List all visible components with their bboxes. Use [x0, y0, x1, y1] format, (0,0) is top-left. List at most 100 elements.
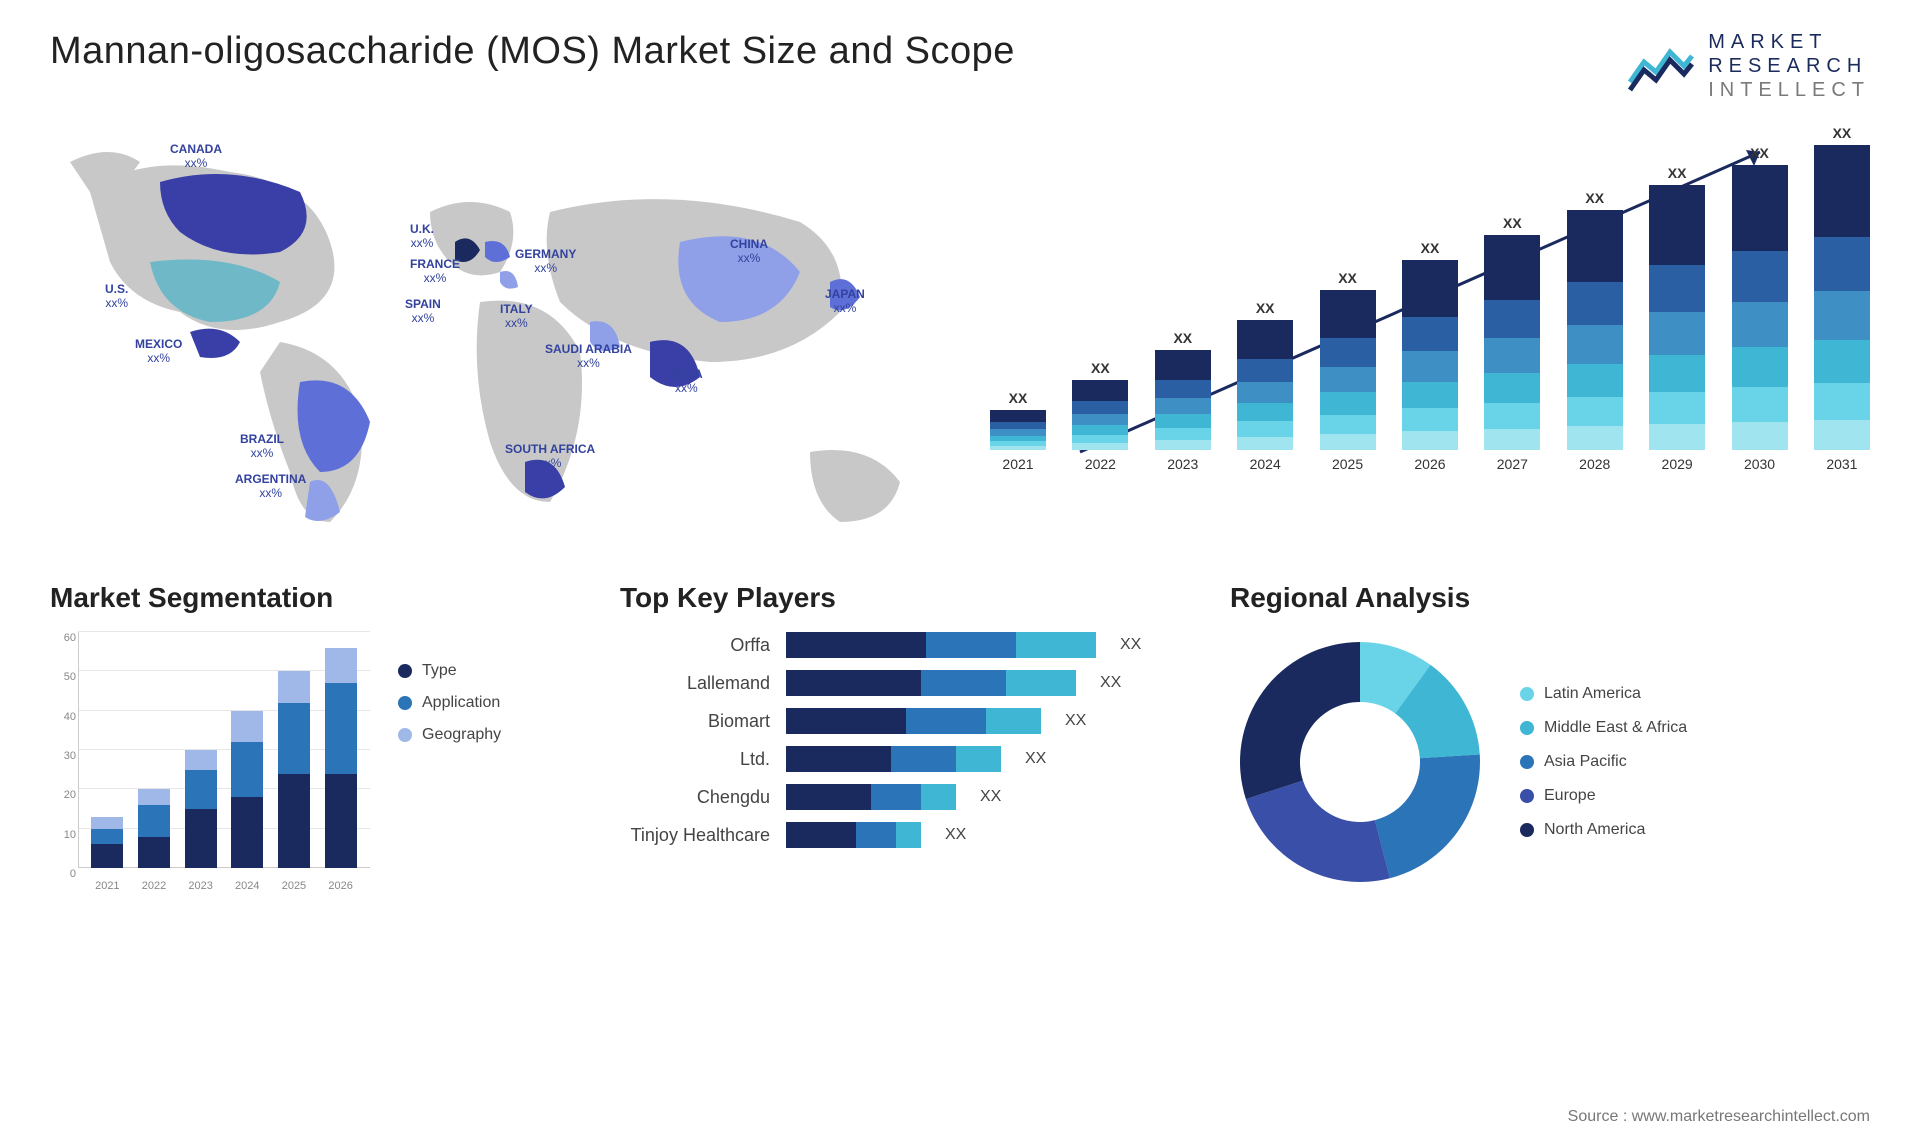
segmentation-panel: Market Segmentation 0102030405060 202120…: [50, 582, 570, 892]
growth-bar-year: 2027: [1497, 456, 1528, 472]
source-attribution: Source : www.marketresearchintellect.com: [1568, 1108, 1870, 1126]
growth-bar-label: XX: [1585, 190, 1604, 206]
growth-bar-year: 2028: [1579, 456, 1610, 472]
legend-label: Europe: [1544, 787, 1596, 805]
seg-bar: [231, 711, 263, 868]
player-value: XX: [1100, 674, 1121, 692]
legend-item: Type: [398, 662, 501, 680]
growth-bar: XX2031: [1814, 125, 1870, 472]
legend-dot-icon: [1520, 687, 1534, 701]
legend-label: North America: [1544, 821, 1645, 839]
player-value: XX: [1120, 636, 1141, 654]
player-name: Chengdu: [620, 787, 770, 808]
player-value: XX: [1025, 750, 1046, 768]
seg-xlabel: 2024: [235, 880, 259, 892]
growth-bar-label: XX: [1256, 300, 1275, 316]
legend-dot-icon: [1520, 789, 1534, 803]
player-bar: [786, 708, 1041, 734]
segmentation-legend: Type Application Geography: [398, 632, 501, 892]
page-title: Mannan-oligosaccharide (MOS) Market Size…: [50, 30, 1015, 73]
map-label: JAPANxx%: [825, 287, 865, 316]
player-row: Chengdu XX: [620, 784, 1180, 810]
map-label: CANADAxx%: [170, 142, 222, 171]
growth-bar-label: XX: [1503, 215, 1522, 231]
logo-icon: [1626, 38, 1696, 94]
map-label: CHINAxx%: [730, 237, 768, 266]
growth-bar-year: 2022: [1085, 456, 1116, 472]
legend-item: Asia Pacific: [1520, 753, 1687, 771]
growth-bar-label: XX: [1009, 390, 1028, 406]
growth-bar-label: XX: [1750, 145, 1769, 161]
player-row: Lallemand XX: [620, 670, 1180, 696]
growth-bar-label: XX: [1091, 360, 1110, 376]
growth-bar-year: 2021: [1002, 456, 1033, 472]
segmentation-title: Market Segmentation: [50, 582, 570, 614]
growth-bar: XX 2030: [1732, 145, 1788, 472]
seg-xlabel: 2023: [188, 880, 212, 892]
donut-slice: [1246, 781, 1390, 882]
map-label: U.K.xx%: [410, 222, 434, 251]
seg-bar: [138, 789, 170, 868]
player-bar: [786, 670, 1076, 696]
growth-bar-year: 2024: [1250, 456, 1281, 472]
seg-ytick: 60: [50, 632, 76, 644]
seg-ytick: 10: [50, 829, 76, 841]
growth-bar-label: XX: [1173, 330, 1192, 346]
legend-dot-icon: [398, 664, 412, 678]
map-label: U.S.xx%: [105, 282, 128, 311]
legend-label: Type: [422, 662, 457, 680]
player-row: Tinjoy HealthcareXX: [620, 822, 1180, 848]
growth-bar-label: XX: [1668, 165, 1687, 181]
growth-bar-year: 2031: [1826, 456, 1857, 472]
player-value: XX: [1065, 712, 1086, 730]
legend-item: Middle East & Africa: [1520, 719, 1687, 737]
seg-ytick: 30: [50, 750, 76, 762]
growth-bar-label: XX: [1338, 270, 1357, 286]
player-value: XX: [980, 788, 1001, 806]
map-label: SAUDI ARABIAxx%: [545, 342, 632, 371]
world-map-icon: [50, 122, 950, 542]
seg-bar: [185, 750, 217, 868]
seg-ytick: 50: [50, 671, 76, 683]
map-label: GERMANYxx%: [515, 247, 576, 276]
player-row: Ltd.XX: [620, 746, 1180, 772]
map-label: FRANCExx%: [410, 257, 460, 286]
legend-item: North America: [1520, 821, 1687, 839]
growth-bar: XX 2023: [1155, 330, 1211, 472]
segmentation-chart: 0102030405060 202120222023202420252026: [50, 632, 370, 892]
legend-item: Europe: [1520, 787, 1687, 805]
growth-bar-year: 2023: [1167, 456, 1198, 472]
seg-xlabel: 2022: [142, 880, 166, 892]
legend-dot-icon: [398, 728, 412, 742]
brand-logo: MARKET RESEARCH INTELLECT: [1626, 30, 1870, 102]
growth-bar-year: 2030: [1744, 456, 1775, 472]
growth-chart-panel: XX2021XX2022XX2023XX2024XX2025XX2026XX20…: [990, 122, 1870, 542]
seg-bar: [325, 648, 357, 868]
growth-bar: XX 2027: [1484, 215, 1540, 472]
legend-label: Latin America: [1544, 685, 1641, 703]
map-label: BRAZILxx%: [240, 432, 284, 461]
player-name: Lallemand: [620, 673, 770, 694]
players-title: Top Key Players: [620, 582, 1180, 614]
seg-ytick: 20: [50, 789, 76, 801]
player-name: Biomart: [620, 711, 770, 732]
legend-label: Asia Pacific: [1544, 753, 1627, 771]
player-value: XX: [945, 826, 966, 844]
logo-line1: MARKET: [1708, 30, 1870, 54]
regional-legend: Latin America Middle East & Africa Asia Pa…: [1520, 685, 1687, 839]
seg-bar: [278, 671, 310, 868]
map-label: SPAINxx%: [405, 297, 441, 326]
logo-line2: RESEARCH: [1708, 54, 1870, 78]
seg-xlabel: 2025: [282, 880, 306, 892]
growth-bar: XX2026: [1402, 240, 1458, 472]
legend-item: Geography: [398, 726, 501, 744]
player-bar: [786, 746, 1001, 772]
seg-xlabel: 2026: [328, 880, 352, 892]
map-label: INDIAxx%: [670, 367, 703, 396]
player-bar: [786, 822, 921, 848]
growth-bar-year: 2025: [1332, 456, 1363, 472]
seg-bar: [91, 817, 123, 868]
legend-item: Latin America: [1520, 685, 1687, 703]
legend-label: Application: [422, 694, 500, 712]
growth-bar-year: 2029: [1662, 456, 1693, 472]
